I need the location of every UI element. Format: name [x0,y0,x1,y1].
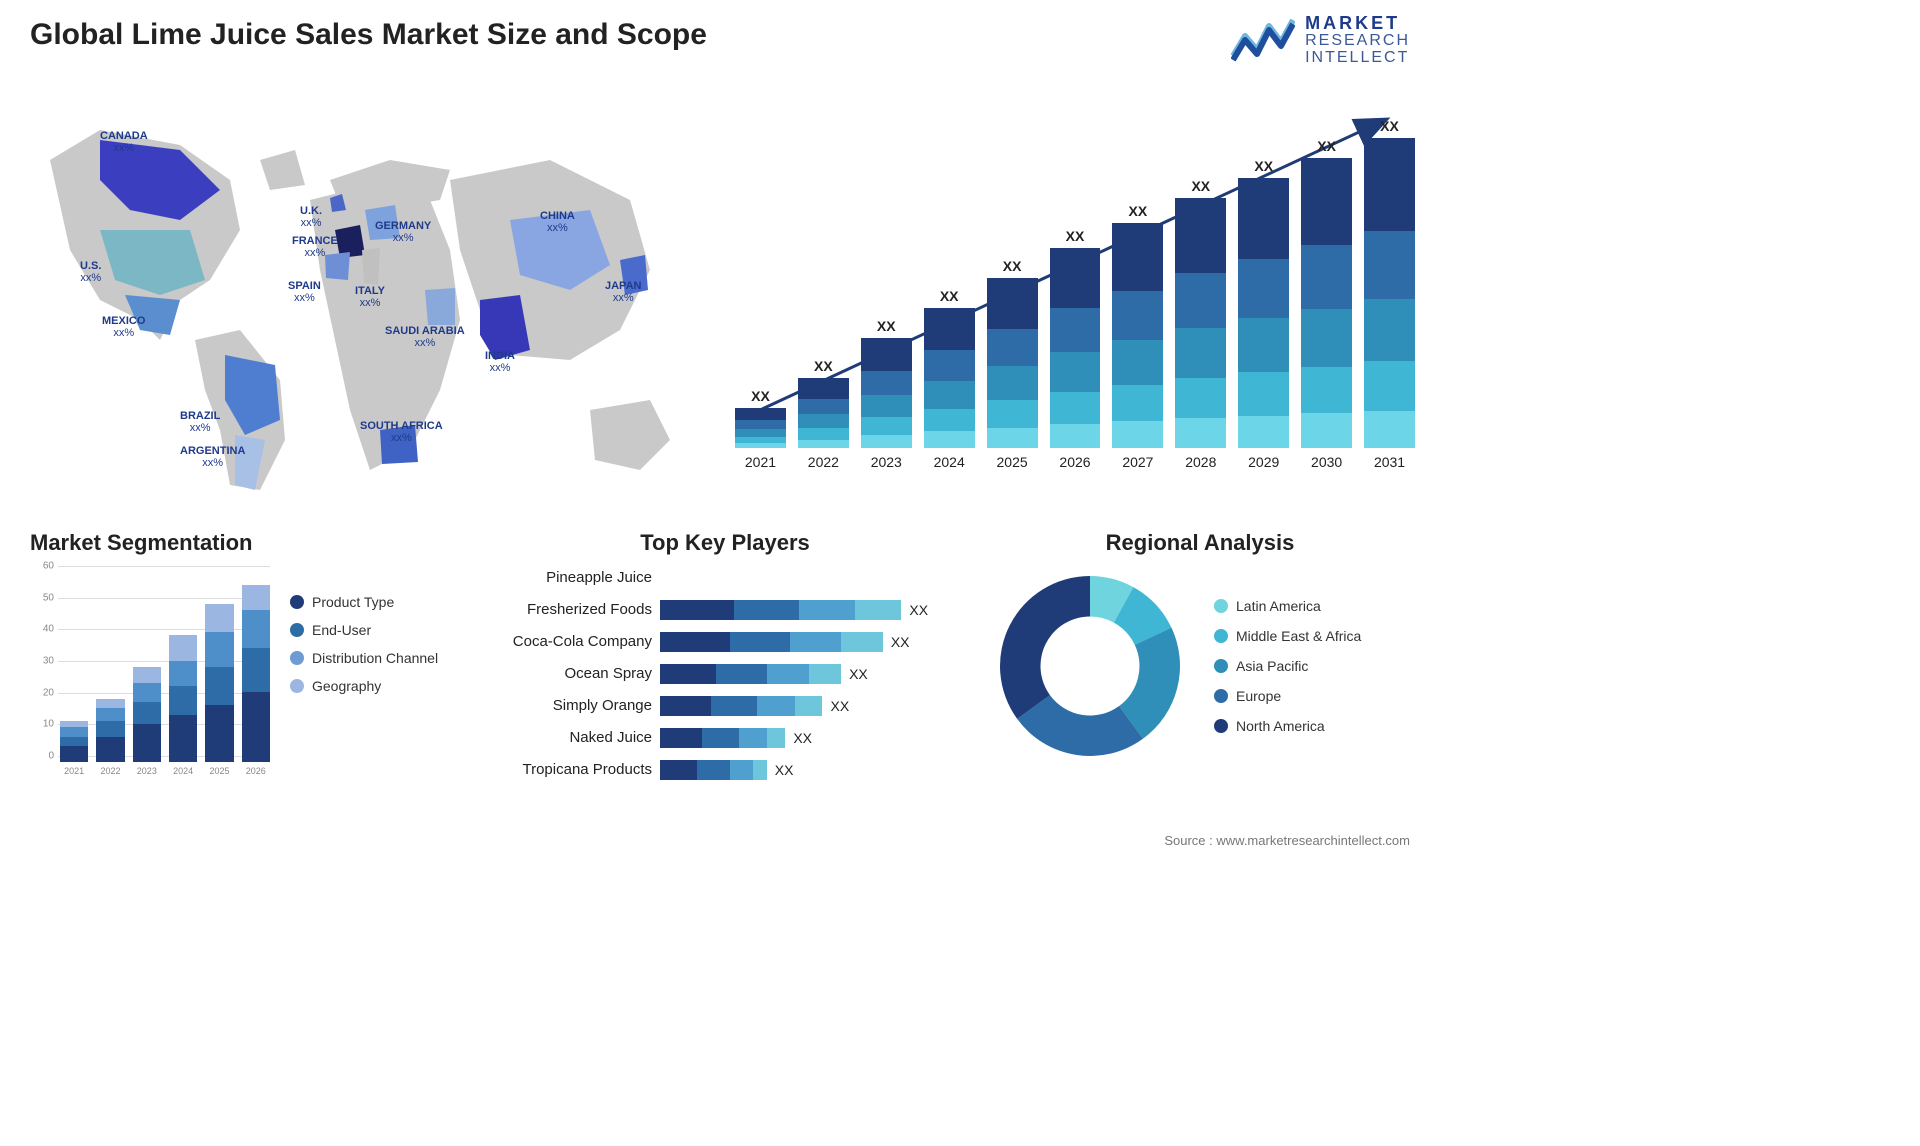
player-bar-row: XX [660,758,970,782]
growth-bar: XX2021 [735,408,786,470]
growth-bar: XX2028 [1175,198,1226,470]
segmentation-bar: 2021 [60,721,88,776]
growth-bar: XX2025 [987,278,1038,470]
segmentation-legend: Product Type End-User Distribution Channel… [290,594,438,796]
map-label: BRAZILxx% [180,410,220,434]
map-label: CANADAxx% [100,130,148,154]
map-label: JAPANxx% [605,280,641,304]
regional-analysis-section: Regional Analysis Latin America Middle Ea… [990,530,1410,766]
growth-bar: XX2023 [861,338,912,470]
brand-logo: MARKET RESEARCH INTELLECT [1231,14,1410,66]
logo-text-3: INTELLECT [1305,50,1410,67]
legend-item: Latin America [1214,598,1361,614]
source-attribution: Source : www.marketresearchintellect.com [1164,833,1410,848]
player-name: Simply Orange [480,694,660,718]
map-label: ITALYxx% [355,285,385,309]
logo-text-1: MARKET [1305,14,1410,33]
player-bar-row: XX [660,726,970,750]
segmentation-bar: 2023 [133,667,161,776]
map-label: SPAINxx% [288,280,321,304]
key-players-bars: XX XX XX XX XX XX [660,566,970,782]
map-label: U.S.xx% [80,260,101,284]
segmentation-bar: 2026 [242,585,270,776]
segmentation-bar: 2025 [205,604,233,776]
map-label: GERMANYxx% [375,220,431,244]
segmentation-bar: 2024 [169,635,197,776]
growth-bar-chart: XX2021XX2022XX2023XX2024XX2025XX2026XX20… [735,100,1415,500]
growth-bar: XX2026 [1050,248,1101,470]
map-label: CHINAxx% [540,210,575,234]
growth-bar: XX2024 [924,308,975,470]
world-map: CANADAxx% U.S.xx% MEXICOxx% BRAZILxx% ARGENT… [30,90,690,510]
segmentation-bar: 2022 [96,699,124,776]
player-name: Naked Juice [480,726,660,750]
map-label: U.K.xx% [300,205,322,229]
player-bar-row [660,566,970,590]
segmentation-chart: 0102030405060202120222023202420252026 [30,566,270,796]
legend-item: Asia Pacific [1214,658,1361,674]
legend-item: Product Type [290,594,438,610]
key-players-names: Pineapple Juice Fresherized Foods Coca-Col… [480,566,660,782]
growth-bar: XX2029 [1238,178,1289,470]
legend-item: End-User [290,622,438,638]
logo-text-2: RESEARCH [1305,33,1410,50]
page-title: Global Lime Juice Sales Market Size and … [30,18,707,52]
player-bar-row: XX [660,598,970,622]
player-name: Pineapple Juice [480,566,660,590]
player-bar-row: XX [660,694,970,718]
legend-item: Distribution Channel [290,650,438,666]
map-label: SOUTH AFRICAxx% [360,420,443,444]
growth-bar: XX2027 [1112,223,1163,470]
player-bar-row: XX [660,630,970,654]
legend-item: North America [1214,718,1361,734]
player-name: Fresherized Foods [480,598,660,622]
logo-mark-icon [1231,16,1295,64]
growth-bar: XX2022 [798,378,849,470]
segmentation-title: Market Segmentation [30,530,480,556]
player-name: Ocean Spray [480,662,660,686]
legend-item: Europe [1214,688,1361,704]
legend-item: Middle East & Africa [1214,628,1361,644]
regional-donut-chart [990,566,1190,766]
regional-legend: Latin America Middle East & Africa Asia Pa… [1214,598,1361,734]
growth-bar: XX2030 [1301,158,1352,470]
player-name: Coca-Cola Company [480,630,660,654]
legend-item: Geography [290,678,438,694]
map-label: INDIAxx% [485,350,515,374]
key-players-title: Top Key Players [480,530,970,556]
growth-bar: XX2031 [1364,138,1415,470]
map-label: MEXICOxx% [102,315,145,339]
key-players-section: Top Key Players Pineapple Juice Fresheriz… [480,530,970,782]
player-name: Tropicana Products [480,758,660,782]
regional-title: Regional Analysis [990,530,1410,556]
player-bar-row: XX [660,662,970,686]
market-segmentation-section: Market Segmentation 01020304050602021202… [30,530,480,796]
map-label: SAUDI ARABIAxx% [385,325,465,349]
map-label: FRANCExx% [292,235,338,259]
map-label: ARGENTINAxx% [180,445,245,469]
